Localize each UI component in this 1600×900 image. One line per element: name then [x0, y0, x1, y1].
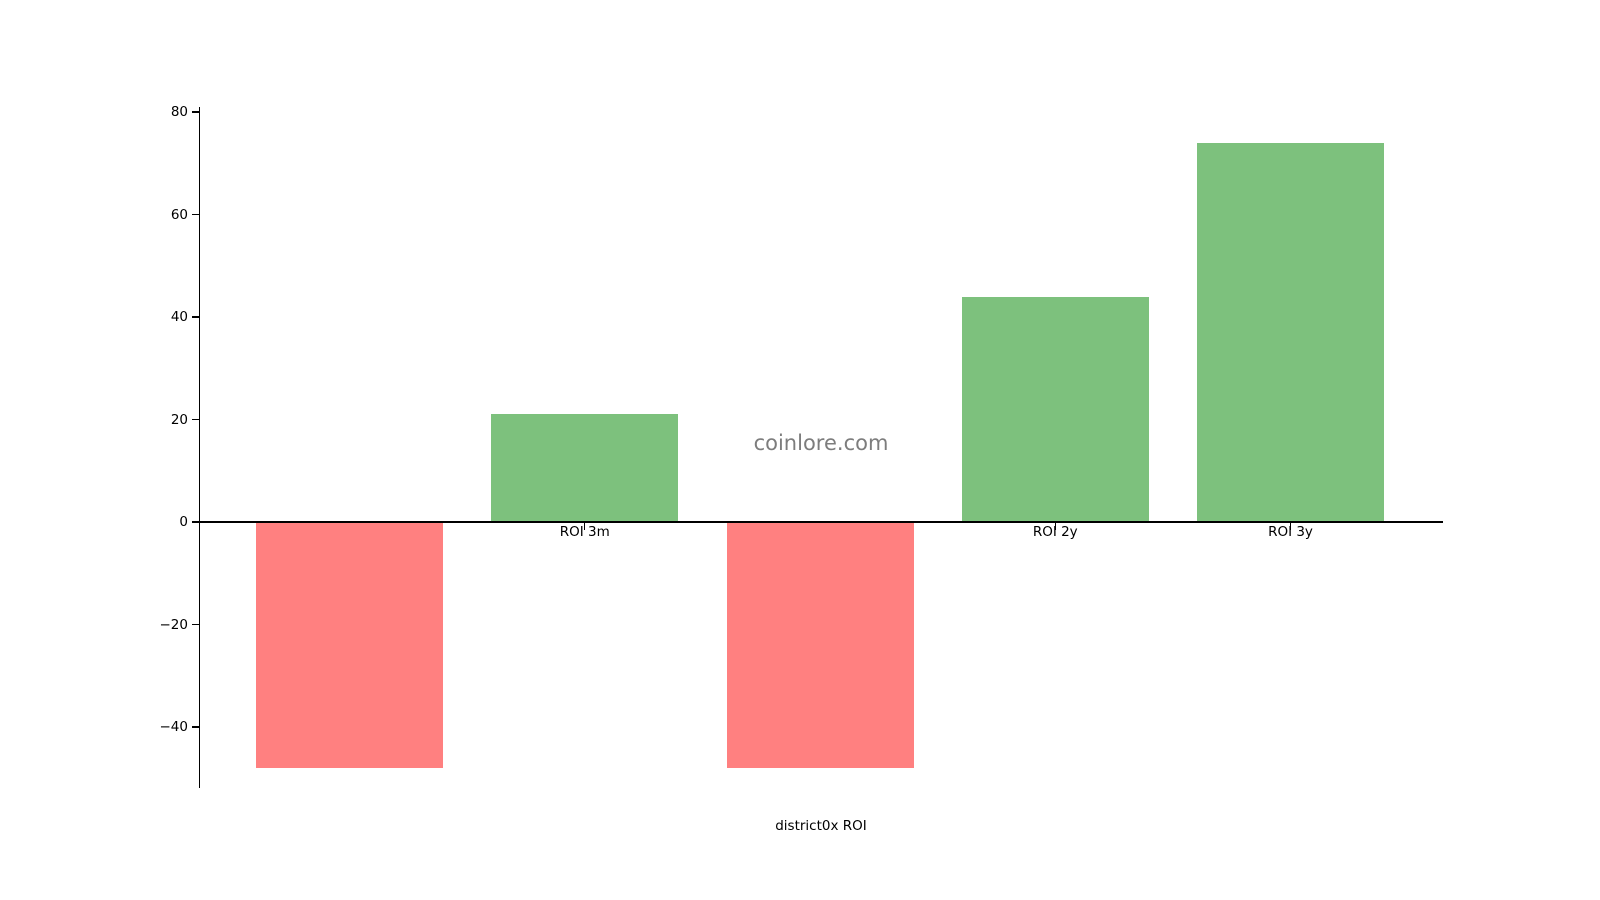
y-tick-label: 20 [170, 411, 188, 428]
bar [726, 522, 914, 768]
x-tick-label: ROI 2y [1032, 524, 1078, 540]
x-tick-mark [1289, 522, 1292, 530]
x-tick-mark [584, 522, 586, 530]
y-tick-label: 40 [170, 309, 188, 325]
bar [256, 522, 443, 768]
bar [491, 414, 679, 522]
y-tick-mark [192, 623, 199, 626]
y-tick-mark [192, 316, 199, 318]
y-tick-mark [192, 111, 199, 113]
y-tick-mark [192, 213, 199, 216]
bar [1197, 142, 1384, 522]
y-tick-label: −40 [159, 719, 189, 735]
watermark: coinlore.com [753, 431, 889, 455]
bar [961, 296, 1149, 522]
y-tick-label: 80 [170, 104, 188, 120]
x-axis-line [199, 521, 1443, 523]
y-tick-mark [192, 521, 199, 523]
x-tick-mark [1054, 522, 1056, 530]
x-tick-label: ROI 3y [1268, 524, 1313, 540]
y-tick-label: −20 [159, 616, 189, 633]
y-tick-label: 0 [179, 514, 188, 530]
y-tick-mark [192, 726, 199, 728]
y-tick-mark [192, 418, 199, 421]
x-axis-title: district0x ROI [775, 818, 867, 834]
y-tick-label: 60 [170, 206, 188, 223]
x-tick-label: ROI 3m [559, 524, 610, 540]
y-axis-line [199, 107, 201, 788]
